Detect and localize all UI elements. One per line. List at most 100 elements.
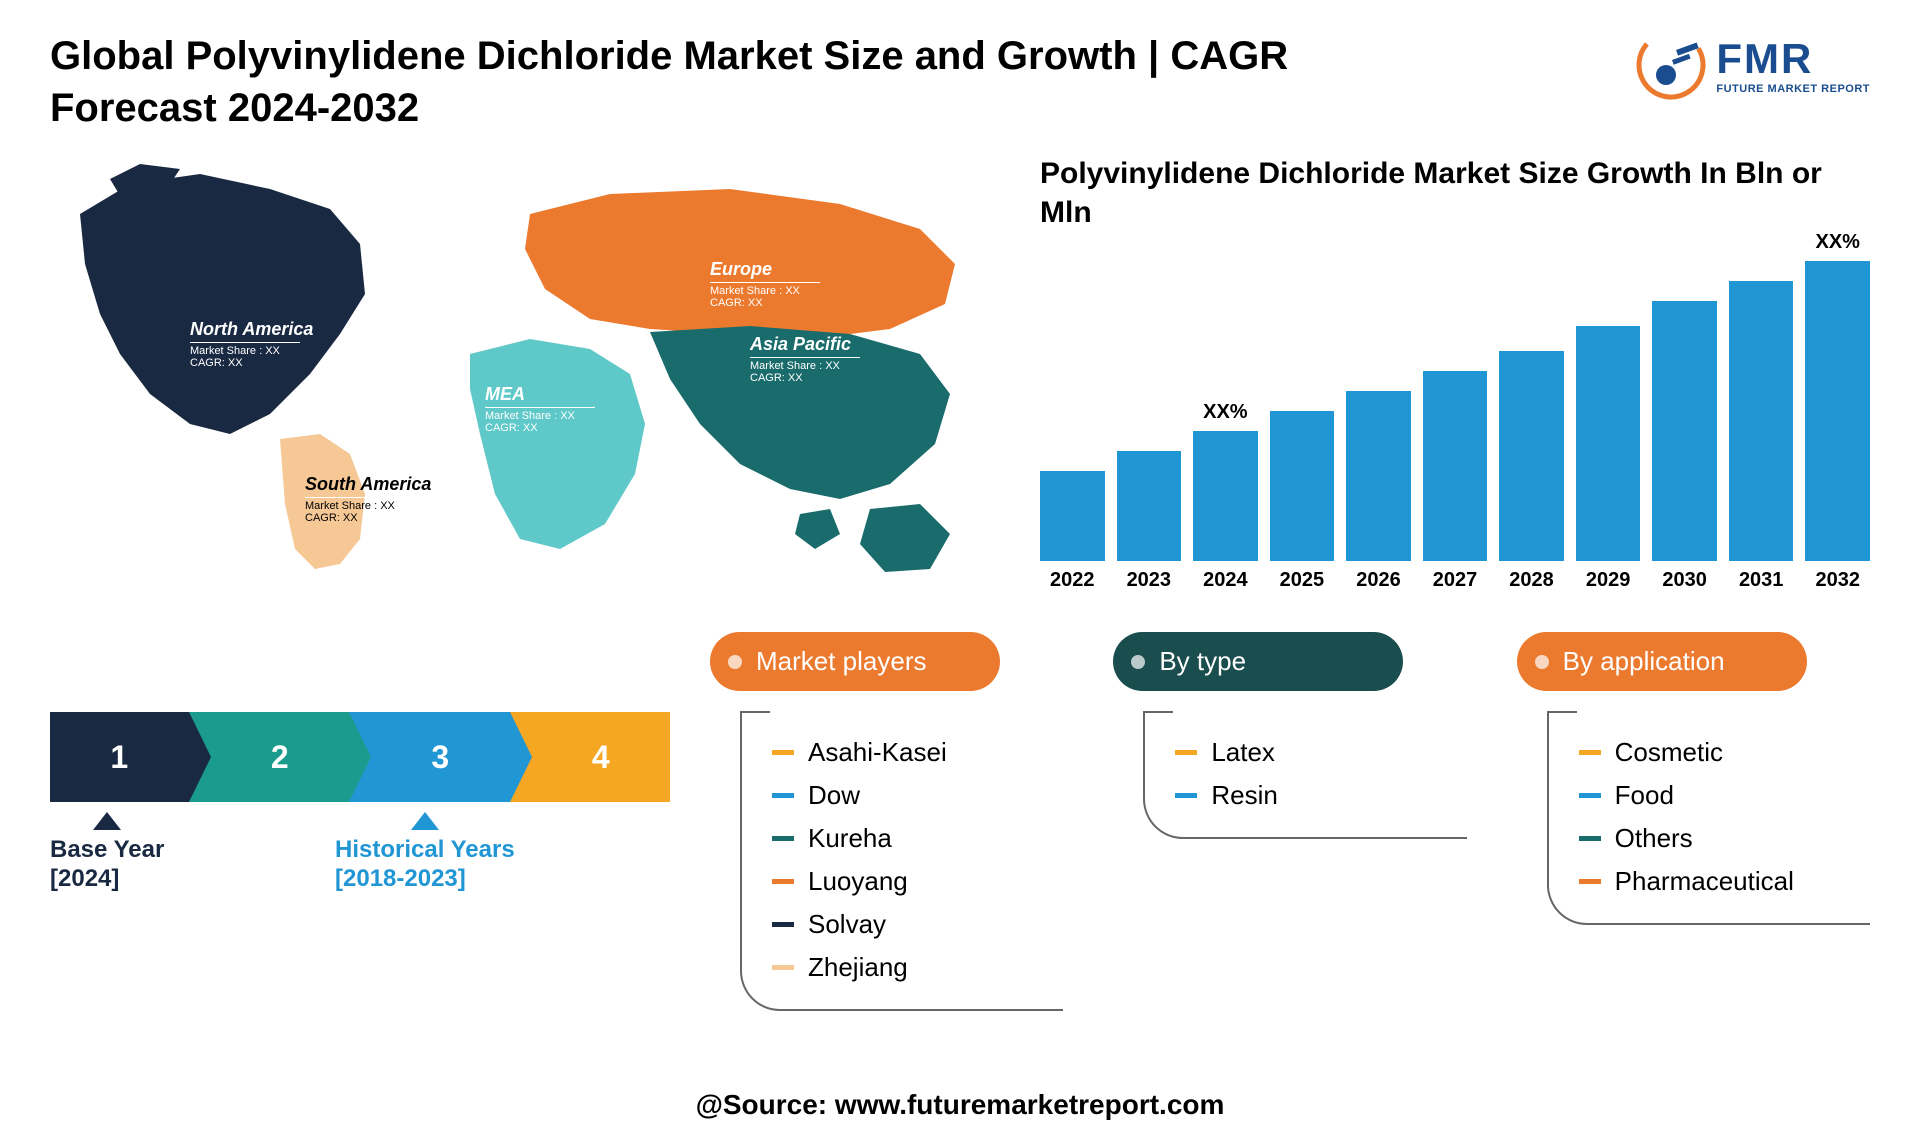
bar-year-label: 2028 [1509,569,1554,592]
bar-rect [1576,326,1641,561]
item-dash-icon [772,879,794,884]
timeline: Forecast Years[2024-2032]CAGRXX%% 1234 B… [50,632,670,812]
item-dash-icon [1579,879,1601,884]
bar-rect [1270,411,1335,561]
header: Global Polyvinylidene Dichloride Market … [50,30,1870,134]
page-title: Global Polyvinylidene Dichloride Market … [50,30,1450,134]
item-dash-icon [772,965,794,970]
bar-2029: 2029 [1576,326,1641,592]
category-item: Resin [1175,774,1466,817]
region-share: Market Share : XX [190,345,313,357]
bar-year-label: 2032 [1815,569,1860,592]
bar-rect [1652,301,1717,561]
bar-2027: 2027 [1423,371,1488,592]
item-dash-icon [1175,750,1197,755]
category-list: Asahi-Kasei Dow Kureha Luoyang Solvay Zh… [740,711,1063,1011]
region-name: MEA [485,384,595,405]
category-item: Luoyang [772,860,1063,903]
region-cagr: CAGR: XX [190,357,313,369]
category-title: By application [1563,646,1725,677]
timeline-segment-1: 1 [50,712,189,802]
region-label-mea: MEA Market Share : XX CAGR: XX [485,384,595,434]
region-share: Market Share : XX [485,410,595,422]
region-divider [750,357,860,358]
bar-2024: XX% 2024 [1193,431,1258,592]
category-item: Zhejiang [772,946,1063,989]
bar-year-label: 2025 [1280,569,1325,592]
arrow-up-icon [93,812,121,830]
item-dash-icon [772,922,794,927]
bar-year-label: 2026 [1356,569,1401,592]
bar-year-label: 2023 [1127,569,1172,592]
category-item: Pharmaceutical [1579,860,1870,903]
logo: FMR FUTURE MARKET REPORT [1636,30,1870,100]
region-divider [710,282,820,283]
item-dash-icon [772,836,794,841]
logo-main: FMR [1716,35,1870,83]
timeline-segment-3: 3 [349,712,510,802]
bar-rect [1729,281,1794,561]
bar-rect [1499,351,1564,561]
source-attribution: @Source: www.futuremarketreport.com [0,1089,1920,1121]
category-item: Others [1579,817,1870,860]
item-label: Cosmetic [1615,737,1723,768]
bar-2030: 2030 [1652,301,1717,592]
item-dash-icon [772,793,794,798]
category-pill: Market players [710,632,1000,691]
bar-rect: XX% [1193,431,1258,561]
category-item: Food [1579,774,1870,817]
chart-bars: 2022 2023 XX% 2024 2025 2026 2027 2028 2… [1040,252,1870,592]
timeline-bar: 1234 [50,712,670,802]
pill-dot-icon [728,655,742,669]
category-item: Solvay [772,903,1063,946]
item-dash-icon [1579,836,1601,841]
timeline-bottom-label: Historical Years[2018-2023] [335,812,515,894]
category-pill: By application [1517,632,1807,691]
timeline-bottom-label: Base Year[2024] [50,812,164,894]
category-pill: By type [1113,632,1403,691]
region-mea [470,339,645,549]
category-item: Asahi-Kasei [772,731,1063,774]
item-label: Resin [1211,780,1277,811]
region-label-asia-pacific: Asia Pacific Market Share : XX CAGR: XX [750,334,860,384]
bar-2031: 2031 [1729,281,1794,592]
item-label: Zhejiang [808,952,908,983]
bar-rect [1346,391,1411,561]
region-cagr: CAGR: XX [750,372,860,384]
region-divider [485,407,595,408]
region-share: Market Share : XX [305,500,431,512]
bar-2023: 2023 [1117,451,1182,592]
category-title: Market players [756,646,927,677]
bar-2025: 2025 [1270,411,1335,592]
category-market-players: Market players Asahi-Kasei Dow Kureha Lu… [710,632,1063,1011]
region-share: Market Share : XX [750,360,860,372]
category-item: Latex [1175,731,1466,774]
bar-year-label: 2024 [1203,569,1248,592]
item-dash-icon [772,750,794,755]
category-item: Cosmetic [1579,731,1870,774]
bar-year-label: 2031 [1739,569,1784,592]
bar-2022: 2022 [1040,471,1105,592]
bar-chart: Polyvinylidene Dichloride Market Size Gr… [1040,154,1870,592]
timeline-segment-2: 2 [189,712,350,802]
world-map: North America Market Share : XX CAGR: XX… [50,154,1000,574]
bar-rect: XX% [1805,261,1870,561]
logo-text: FMR FUTURE MARKET REPORT [1716,35,1870,95]
region-label-europe: Europe Market Share : XX CAGR: XX [710,259,820,309]
timeline-segment-4: 4 [510,712,671,802]
item-dash-icon [1579,793,1601,798]
mid-section: North America Market Share : XX CAGR: XX… [50,154,1870,592]
item-label: Dow [808,780,860,811]
item-label: Food [1615,780,1674,811]
region-north-america [80,164,365,434]
bar-year-label: 2029 [1586,569,1631,592]
chart-title: Polyvinylidene Dichloride Market Size Gr… [1040,154,1870,232]
region-name: North America [190,319,313,340]
item-label: Pharmaceutical [1615,866,1794,897]
bottom-section: Forecast Years[2024-2032]CAGRXX%% 1234 B… [50,632,1870,1011]
bar-year-label: 2027 [1433,569,1478,592]
category-title: By type [1159,646,1246,677]
bar-annotation: XX% [1203,401,1247,424]
logo-icon [1636,30,1706,100]
region-divider [305,497,415,498]
